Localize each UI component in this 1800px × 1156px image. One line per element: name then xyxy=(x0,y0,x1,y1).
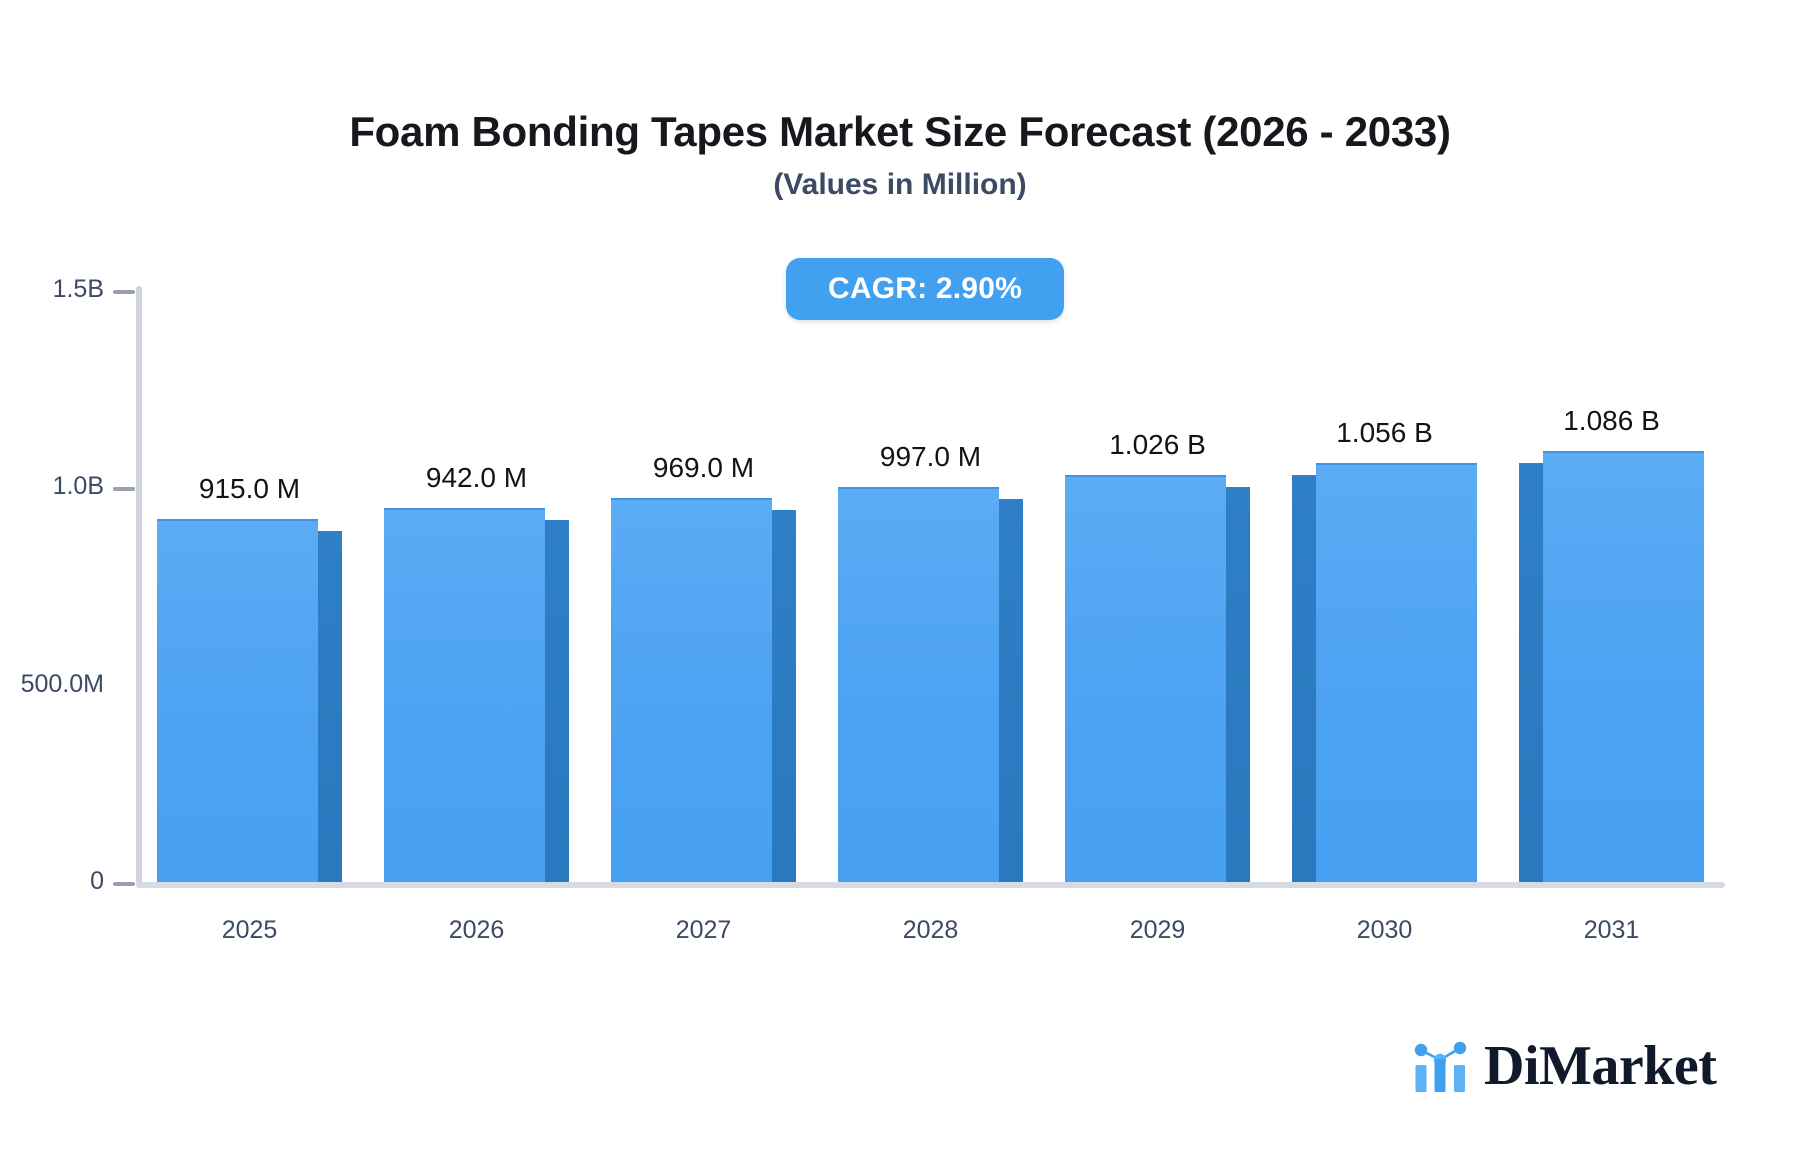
bar-front-face xyxy=(611,497,772,882)
bar-side-face xyxy=(318,530,342,882)
bar-value-label: 1.056 B xyxy=(1336,417,1433,449)
y-axis-tick-mark xyxy=(113,290,135,294)
plot-area xyxy=(136,286,1725,890)
bar[interactable] xyxy=(1519,451,1704,882)
bar-value-label: 969.0 M xyxy=(652,451,755,483)
y-axis-tick-mark xyxy=(113,487,135,492)
bar[interactable] xyxy=(1065,475,1250,882)
bar-front-face xyxy=(838,486,999,882)
cagr-badge: CAGR: 2.90% xyxy=(786,258,1064,320)
bar-front-face xyxy=(1065,475,1226,882)
bar-value-label: 915.0 M xyxy=(198,472,301,504)
bar[interactable] xyxy=(384,508,569,882)
bar-front-face xyxy=(1543,451,1704,882)
bar-side-face xyxy=(999,498,1023,882)
x-axis-line xyxy=(136,882,1725,888)
bar[interactable] xyxy=(157,518,342,882)
bar-side-face xyxy=(1292,475,1316,882)
bar-value-label: 1.086 B xyxy=(1563,405,1660,437)
bar-value-label: 1.026 B xyxy=(1109,429,1206,461)
bar[interactable] xyxy=(1292,463,1477,882)
bar[interactable] xyxy=(838,486,1023,882)
bar-value-label: 942.0 M xyxy=(425,462,528,494)
bar-front-face xyxy=(384,508,545,882)
x-axis-label: 2026 xyxy=(448,916,505,944)
x-axis-label: 2031 xyxy=(1583,916,1640,944)
x-axis-label: 2029 xyxy=(1129,916,1186,944)
y-axis-line xyxy=(136,286,142,884)
bar-chart-dots-icon xyxy=(1414,1041,1467,1092)
y-axis-tick-mark xyxy=(113,882,135,886)
bar-side-face xyxy=(772,509,796,882)
x-axis-label: 2028 xyxy=(902,916,959,944)
cagr-badge-label: CAGR: 2.90% xyxy=(828,272,1022,305)
bar-front-face xyxy=(1316,463,1477,882)
brand-logo: DiMarket xyxy=(1412,1035,1717,1097)
bar[interactable] xyxy=(611,497,796,882)
y-axis-tick-label: 500.0M xyxy=(20,669,104,698)
bar-series xyxy=(136,286,1725,890)
bar-front-face xyxy=(157,518,318,882)
x-axis-label: 2030 xyxy=(1356,916,1413,944)
brand-logo-text: DiMarket xyxy=(1484,1035,1717,1097)
bar-value-label: 997.0 M xyxy=(879,440,982,472)
chart-subtitle: (Values in Million) xyxy=(773,168,1027,201)
bar-side-face xyxy=(1519,463,1543,882)
bar-side-face xyxy=(1226,487,1250,882)
y-axis-tick-label: 0 xyxy=(90,867,104,895)
bar-side-face xyxy=(545,520,569,882)
x-axis-label: 2025 xyxy=(221,916,278,944)
chart-title: Foam Bonding Tapes Market Size Forecast … xyxy=(349,108,1451,155)
x-axis-label: 2027 xyxy=(675,916,732,944)
y-axis-tick-label: 1.5B xyxy=(52,275,104,303)
y-axis-tick-label: 1.0B xyxy=(52,472,104,501)
